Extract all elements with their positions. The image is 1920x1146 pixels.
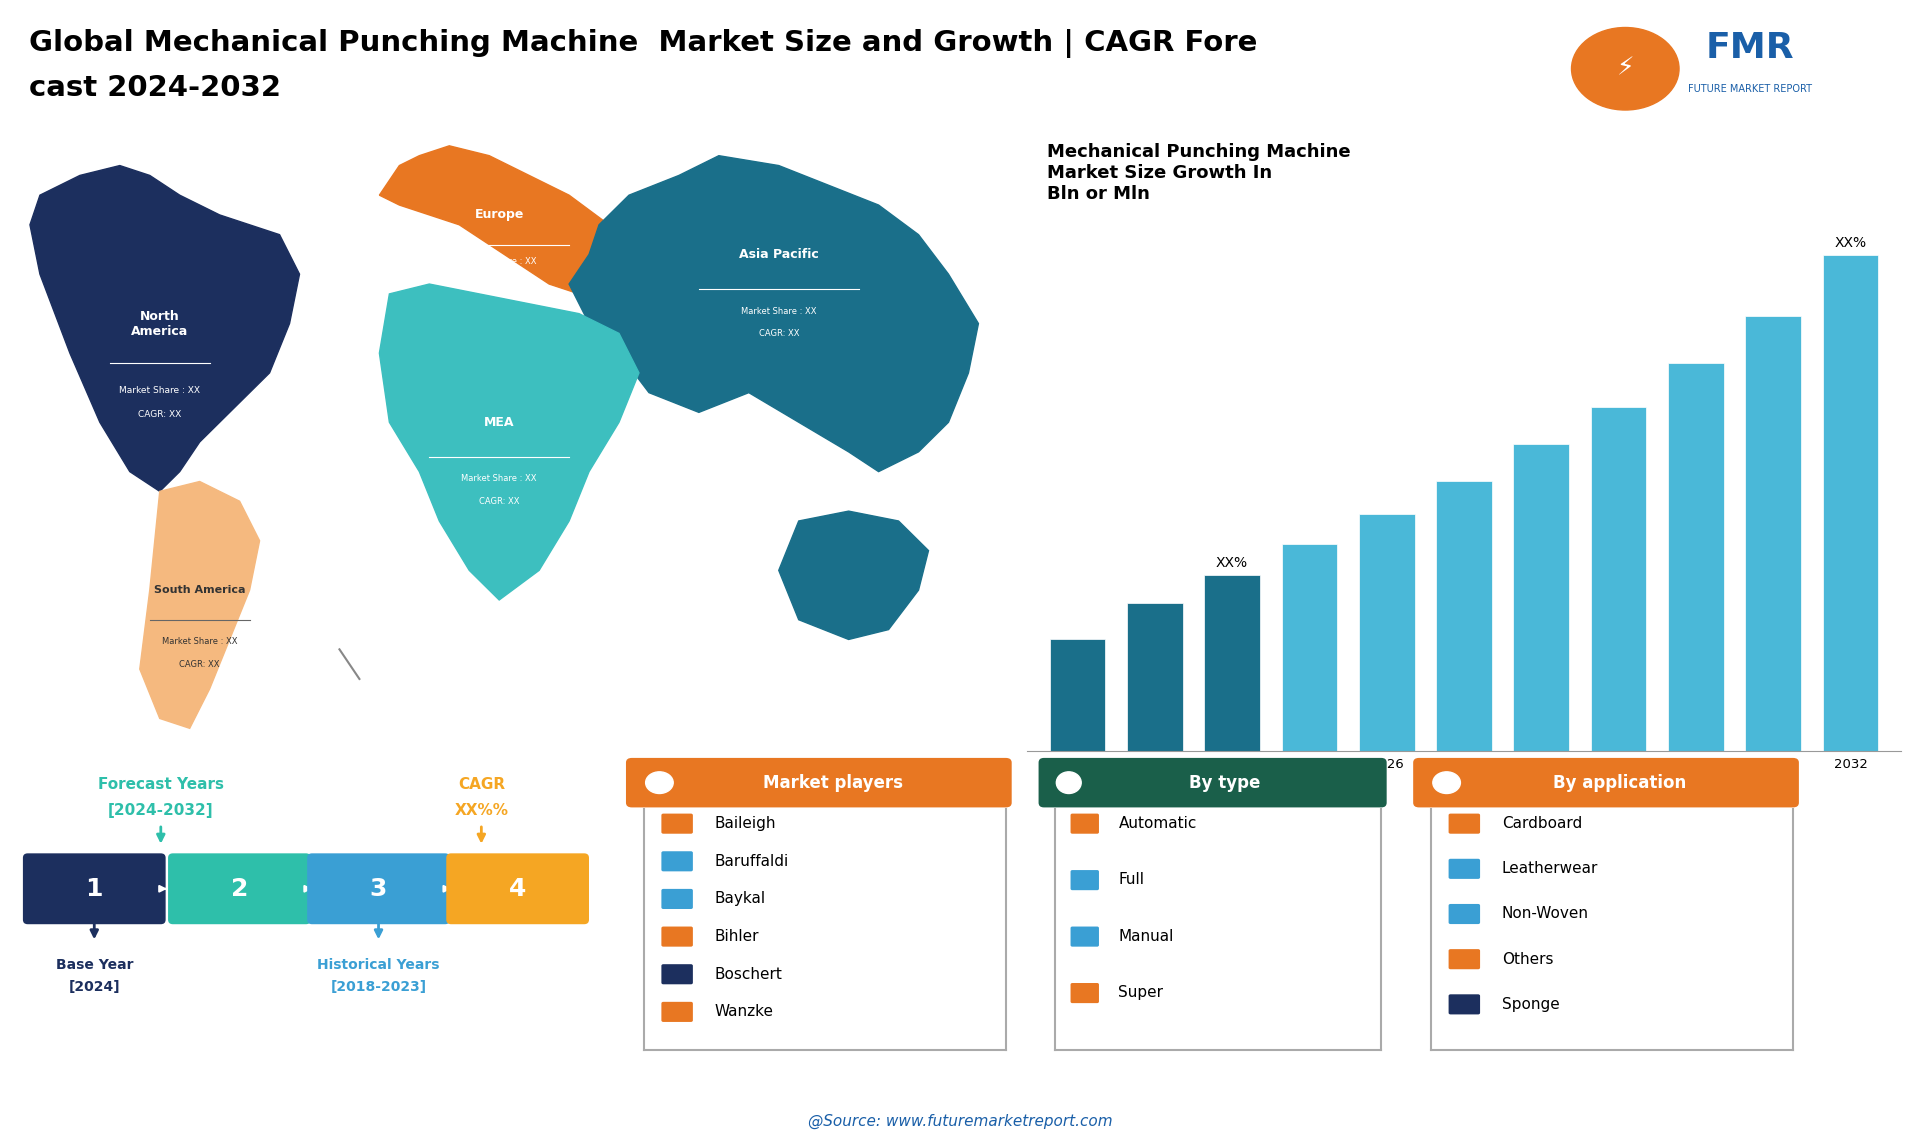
Text: CAGR: XX: CAGR: XX xyxy=(138,410,180,419)
Text: @Source: www.futuremarketreport.com: @Source: www.futuremarketreport.com xyxy=(808,1114,1112,1129)
Text: XX%%: XX%% xyxy=(455,802,509,817)
Text: 4: 4 xyxy=(509,877,526,901)
FancyBboxPatch shape xyxy=(445,854,589,924)
Text: 1: 1 xyxy=(86,877,104,901)
FancyBboxPatch shape xyxy=(1071,870,1098,890)
Text: FUTURE MARKET REPORT: FUTURE MARKET REPORT xyxy=(1688,85,1812,94)
Text: Boschert: Boschert xyxy=(714,966,783,982)
Text: CAGR: XX: CAGR: XX xyxy=(758,329,799,338)
Bar xyxy=(1513,445,1569,751)
FancyBboxPatch shape xyxy=(23,854,165,924)
FancyBboxPatch shape xyxy=(1448,858,1480,879)
FancyBboxPatch shape xyxy=(1448,814,1480,833)
Polygon shape xyxy=(31,165,300,492)
Polygon shape xyxy=(140,481,259,729)
Text: CAGR: CAGR xyxy=(457,777,505,792)
Text: Market Share : XX: Market Share : XX xyxy=(119,386,200,394)
FancyBboxPatch shape xyxy=(1448,904,1480,924)
FancyBboxPatch shape xyxy=(307,854,449,924)
Polygon shape xyxy=(780,511,929,639)
Circle shape xyxy=(1432,772,1461,793)
Text: South America: South America xyxy=(154,586,246,595)
Text: Mechanical Punching Machine
Market Size Growth In
Bln or Mln: Mechanical Punching Machine Market Size … xyxy=(1046,143,1350,203)
Text: XX%: XX% xyxy=(1834,236,1866,250)
Text: Base Year: Base Year xyxy=(56,958,132,972)
Text: Market Share : XX: Market Share : XX xyxy=(741,307,816,315)
Text: Market Share : XX: Market Share : XX xyxy=(461,258,538,266)
Text: ⚡: ⚡ xyxy=(1617,57,1634,80)
Text: Baruffaldi: Baruffaldi xyxy=(714,854,789,869)
Bar xyxy=(1204,574,1260,751)
FancyBboxPatch shape xyxy=(626,758,1012,808)
Text: Automatic: Automatic xyxy=(1119,816,1196,831)
Text: Non-Woven: Non-Woven xyxy=(1501,906,1588,921)
Text: MEA: MEA xyxy=(484,416,515,429)
Bar xyxy=(1359,515,1415,751)
Text: Others: Others xyxy=(1501,951,1553,966)
FancyBboxPatch shape xyxy=(660,851,693,871)
Polygon shape xyxy=(380,146,630,293)
Bar xyxy=(1127,604,1183,751)
Text: Baileigh: Baileigh xyxy=(714,816,776,831)
Text: CAGR: XX: CAGR: XX xyxy=(478,497,520,507)
Text: By application: By application xyxy=(1553,774,1686,792)
Circle shape xyxy=(1582,36,1668,102)
Bar xyxy=(1745,316,1801,751)
Text: Asia Pacific: Asia Pacific xyxy=(739,248,818,261)
FancyBboxPatch shape xyxy=(660,926,693,947)
FancyBboxPatch shape xyxy=(169,854,311,924)
Text: [2018-2023]: [2018-2023] xyxy=(330,980,426,995)
Text: Super: Super xyxy=(1119,986,1164,1000)
FancyBboxPatch shape xyxy=(660,814,693,833)
Text: Forecast Years: Forecast Years xyxy=(98,777,225,792)
Bar xyxy=(1592,407,1647,751)
Circle shape xyxy=(645,772,674,793)
FancyBboxPatch shape xyxy=(1413,758,1799,808)
FancyBboxPatch shape xyxy=(1448,949,1480,970)
Text: cast 2024-2032: cast 2024-2032 xyxy=(29,74,280,102)
Text: Market Share : XX: Market Share : XX xyxy=(461,474,538,484)
Text: CAGR: XX: CAGR: XX xyxy=(478,278,520,288)
Text: By type: By type xyxy=(1188,774,1261,792)
Circle shape xyxy=(1056,772,1081,793)
Text: Baykal: Baykal xyxy=(714,892,766,906)
Text: Cardboard: Cardboard xyxy=(1501,816,1582,831)
Text: Sponge: Sponge xyxy=(1501,997,1559,1012)
Text: [2024-2032]: [2024-2032] xyxy=(108,802,213,817)
FancyBboxPatch shape xyxy=(1071,814,1098,833)
FancyBboxPatch shape xyxy=(660,889,693,909)
Bar xyxy=(1050,639,1106,751)
FancyBboxPatch shape xyxy=(1071,983,1098,1003)
Text: CAGR: XX: CAGR: XX xyxy=(179,660,221,669)
FancyBboxPatch shape xyxy=(1071,926,1098,947)
Text: Market players: Market players xyxy=(762,774,902,792)
Text: Market Share : XX: Market Share : XX xyxy=(161,637,238,646)
Text: Manual: Manual xyxy=(1119,929,1173,944)
Text: FMR: FMR xyxy=(1705,31,1793,65)
Circle shape xyxy=(1571,28,1678,110)
Text: Full: Full xyxy=(1119,872,1144,887)
Text: [2024]: [2024] xyxy=(69,980,121,995)
Text: 2: 2 xyxy=(230,877,248,901)
Polygon shape xyxy=(568,156,979,472)
FancyBboxPatch shape xyxy=(1039,758,1386,808)
Polygon shape xyxy=(380,284,639,601)
Text: Historical Years: Historical Years xyxy=(317,958,440,972)
Text: XX%: XX% xyxy=(1215,556,1248,570)
FancyBboxPatch shape xyxy=(660,1002,693,1022)
Text: North
America: North America xyxy=(131,309,188,338)
Text: Wanzke: Wanzke xyxy=(714,1004,774,1019)
Text: Global Mechanical Punching Machine  Market Size and Growth | CAGR Fore: Global Mechanical Punching Machine Marke… xyxy=(29,29,1258,57)
Bar xyxy=(1822,254,1878,751)
Text: Bihler: Bihler xyxy=(714,929,758,944)
Bar xyxy=(1668,362,1724,751)
Text: Europe: Europe xyxy=(474,209,524,221)
FancyBboxPatch shape xyxy=(1448,995,1480,1014)
FancyBboxPatch shape xyxy=(660,964,693,984)
Bar xyxy=(1281,544,1336,751)
Text: Leatherwear: Leatherwear xyxy=(1501,861,1597,877)
Text: 3: 3 xyxy=(371,877,388,901)
Bar xyxy=(1436,481,1492,751)
